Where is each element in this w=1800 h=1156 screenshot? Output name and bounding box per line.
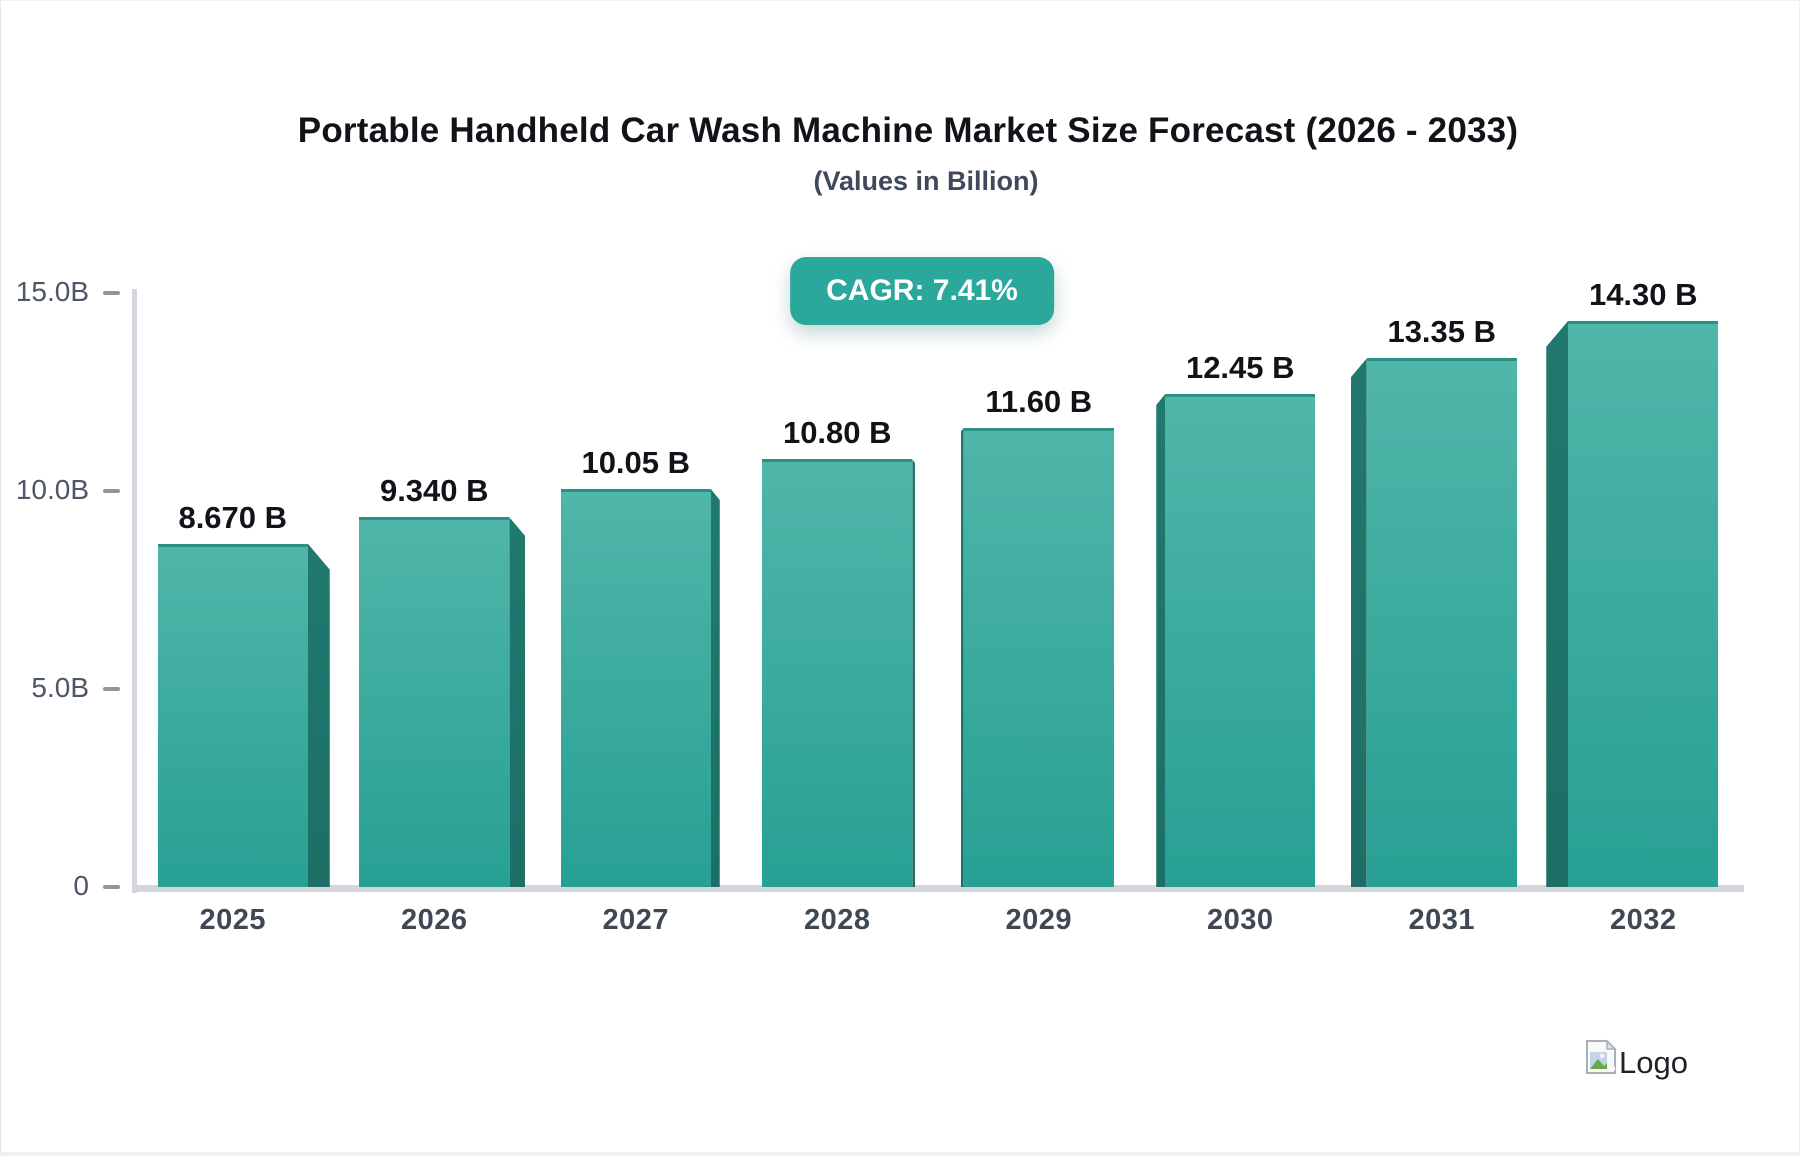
bar-top-edge [157, 543, 308, 547]
logo-alt-text: Logo [1619, 1044, 1688, 1080]
bar-face [359, 517, 510, 887]
bar-face [1165, 393, 1316, 887]
bar-face [1568, 320, 1719, 887]
bar-side-bevel [1350, 358, 1367, 887]
bar-face [157, 543, 308, 887]
bar-top-edge [560, 489, 711, 493]
bar-face [762, 459, 913, 887]
x-tick-label-2031: 2031 [1408, 904, 1475, 936]
bar-2030[interactable]: 12.45 B [1156, 350, 1316, 887]
bar-top-edge [1165, 393, 1316, 397]
y-tick-mark [103, 489, 120, 493]
logo-block: Logo [1584, 1039, 1688, 1080]
bar-value-label: 10.80 B [782, 415, 892, 451]
bar-value-label: 14.30 B [1588, 276, 1698, 312]
bar-top-edge [963, 427, 1114, 431]
bar-face [560, 489, 711, 887]
x-axis-line [132, 885, 1744, 892]
bar-2031[interactable]: 13.35 B [1350, 314, 1517, 887]
bar-value-label: 12.45 B [1185, 349, 1295, 385]
y-tick-label: 0 [73, 870, 89, 901]
y-tick-label: 10.0B [15, 474, 89, 505]
bar-value-label: 13.35 B [1387, 314, 1497, 350]
y-tick-mark [103, 885, 120, 889]
bar-top-edge [1366, 358, 1517, 362]
bar-value-label: 11.60 B [985, 383, 1093, 419]
bar-side-bevel [509, 517, 526, 887]
bar-2028[interactable]: 10.80 B [762, 415, 916, 887]
bar-face [1366, 358, 1517, 887]
bar-value-label: 9.340 B [379, 473, 489, 509]
cagr-badge: CAGR: 7.41% [790, 257, 1054, 325]
bar-side-bevel [960, 427, 964, 887]
bar-side-bevel [1156, 393, 1166, 887]
x-tick-label-2026: 2026 [400, 904, 468, 936]
y-tick-label: 5.0B [31, 672, 89, 703]
x-tick-label-2030: 2030 [1206, 904, 1274, 936]
bar-side-bevel [710, 489, 720, 887]
chart-title: Portable Handheld Car Wash Machine Marke… [297, 111, 1519, 150]
bar-2027[interactable]: 10.05 B [560, 445, 720, 887]
y-tick-mark [103, 291, 120, 295]
x-tick-label-2028: 2028 [803, 904, 871, 936]
x-tick-label-2032: 2032 [1609, 904, 1677, 936]
y-tick-label: 15.0B [15, 276, 89, 307]
y-tick-mark [103, 687, 120, 691]
x-tick-label-2029: 2029 [1005, 904, 1072, 936]
bar-value-label: 10.05 B [581, 445, 691, 481]
bar-side-bevel [307, 543, 330, 887]
bar-side-bevel [1546, 320, 1569, 887]
bar-2032[interactable]: 14.30 B [1546, 277, 1719, 887]
bar-2029[interactable]: 11.60 B [960, 384, 1114, 887]
chart-subtitle: (Values in Billion) [813, 166, 1039, 196]
broken-image-icon [1584, 1039, 1618, 1080]
bar-2025[interactable]: 8.670 B [157, 500, 330, 887]
bar-2026[interactable]: 9.340 B [359, 473, 526, 887]
x-tick-label-2025: 2025 [199, 904, 266, 936]
y-axis-line [132, 289, 137, 893]
bar-face [963, 427, 1114, 887]
x-tick-label-2027: 2027 [602, 904, 669, 936]
bar-top-edge [762, 459, 913, 463]
bar-side-bevel [912, 459, 916, 887]
bar-top-edge [359, 517, 510, 521]
bar-value-label: 8.670 B [178, 499, 288, 535]
bar-top-edge [1568, 320, 1719, 324]
